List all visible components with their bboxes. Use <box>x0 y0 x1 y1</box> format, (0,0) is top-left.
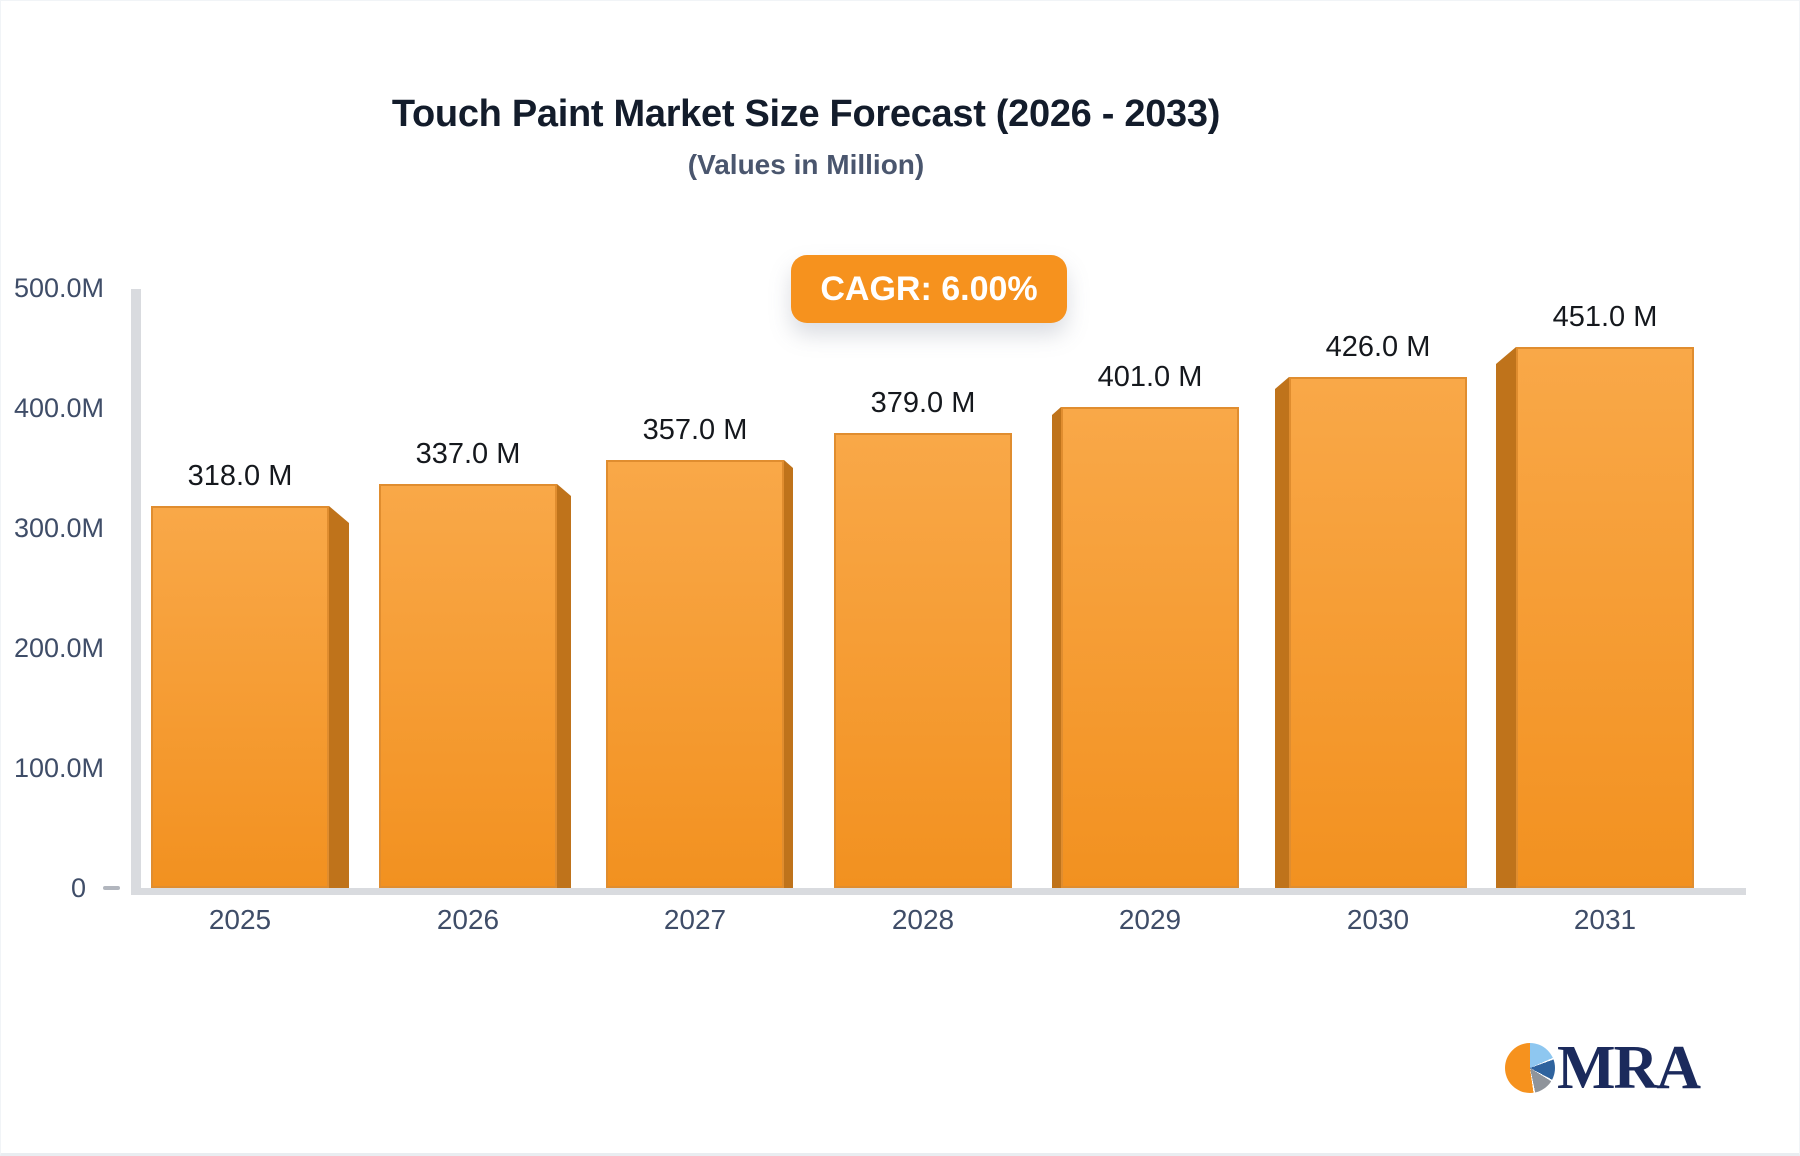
x-axis-label: 2025 <box>208 904 272 935</box>
y-tick-label: 500.0M <box>13 273 104 303</box>
x-axis-line <box>131 888 1746 895</box>
bar-front-2027 <box>606 460 784 888</box>
bar-value-label: 337.0 M <box>415 438 521 470</box>
x-axis-label: 2029 <box>1118 904 1182 935</box>
bar-front-2025 <box>151 506 329 888</box>
y-tick-label: 100.0M <box>13 753 104 783</box>
bar-front-2031 <box>1516 347 1694 888</box>
y-axis-line <box>131 289 141 889</box>
chart-title: Touch Paint Market Size Forecast (2026 -… <box>391 93 1221 135</box>
zero-tick-mark <box>103 886 120 890</box>
logo-pie-icon <box>1505 1043 1555 1093</box>
bar-front-2026 <box>379 484 557 888</box>
bar-value-label: 318.0 M <box>187 460 293 492</box>
bar-side-2025 <box>329 506 349 888</box>
logo-text: MRA <box>1557 1034 1701 1102</box>
y-tick-label: 300.0M <box>13 513 104 543</box>
chart-subtitle: (Values in Million) <box>687 149 925 180</box>
x-axis-label: 2028 <box>891 904 955 935</box>
y-tick-label: 200.0M <box>13 633 104 663</box>
bar-side-2029 <box>1052 407 1061 888</box>
bar-side-2027 <box>784 460 793 888</box>
x-axis-label: 2030 <box>1346 904 1410 935</box>
bar-value-label: 401.0 M <box>1097 361 1203 393</box>
brand-logo: MRA <box>1505 1034 1701 1102</box>
bar-side-2026 <box>557 484 571 888</box>
y-tick-label: 0 <box>70 873 86 903</box>
bar-value-label: 451.0 M <box>1552 301 1658 333</box>
y-tick-label: 400.0M <box>13 393 104 423</box>
bar-value-label: 357.0 M <box>642 414 748 446</box>
cagr-badge: CAGR: 6.00% <box>791 255 1067 323</box>
bar-side-2031 <box>1496 347 1516 888</box>
bar-front-2030 <box>1289 377 1467 888</box>
bar-front-2028 <box>834 433 1012 888</box>
x-axis-label: 2026 <box>436 904 500 935</box>
bar-value-label: 426.0 M <box>1325 331 1431 363</box>
bar-side-2030 <box>1275 377 1289 888</box>
bar-front-2029 <box>1061 407 1239 888</box>
bar-value-label: 379.0 M <box>870 387 976 419</box>
x-axis-label: 2027 <box>663 904 727 935</box>
x-axis-label: 2031 <box>1573 904 1637 935</box>
